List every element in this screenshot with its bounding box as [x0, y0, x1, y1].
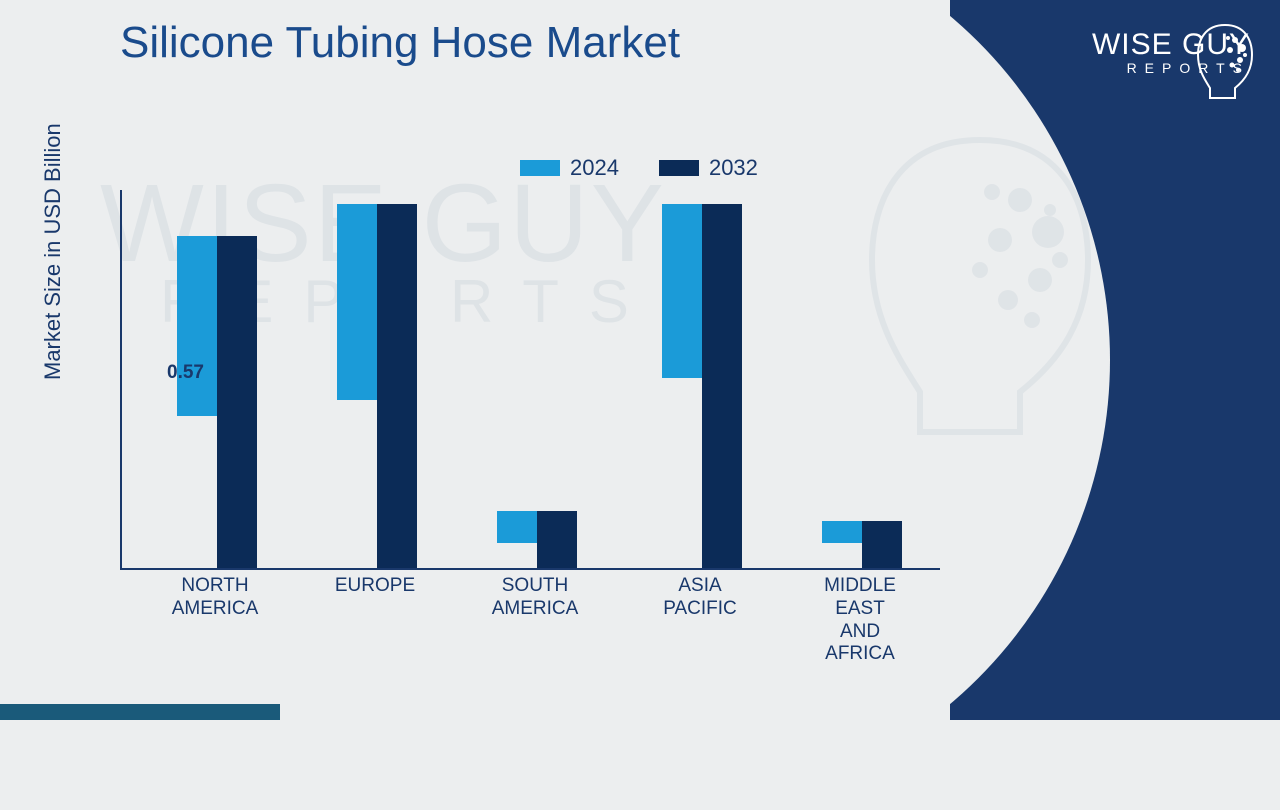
legend-item-2032: 2032 — [659, 155, 758, 181]
bar — [497, 511, 537, 543]
brand-logo: WISE GUY REPORTS — [1092, 28, 1250, 76]
legend: 2024 2032 — [520, 155, 758, 181]
bar — [177, 236, 217, 417]
bar — [377, 204, 417, 568]
x-axis-label: MIDDLEEASTANDAFRICA — [790, 575, 930, 666]
bar-group: 0.57 — [147, 236, 287, 569]
chart-title: Silicone Tubing Hose Market — [120, 18, 680, 68]
plot-area: 0.57 — [120, 190, 940, 570]
chart-area: Market Size in USD Billion 2024 2032 0.5… — [50, 160, 950, 690]
bar — [662, 204, 702, 378]
legend-swatch-2032 — [659, 160, 699, 176]
bar — [702, 204, 742, 568]
bar — [337, 204, 377, 400]
bar — [217, 236, 257, 569]
bar-group — [467, 511, 607, 568]
bar-group — [632, 204, 772, 568]
x-axis-label: EUROPE — [305, 575, 445, 598]
bar — [537, 511, 577, 568]
bar-group — [307, 204, 447, 568]
x-axis-label: NORTHAMERICA — [145, 575, 285, 621]
x-axis-label: ASIAPACIFIC — [630, 575, 770, 621]
y-axis-label: Market Size in USD Billion — [40, 123, 66, 380]
bottom-accent-bar — [0, 704, 280, 720]
bar-value-label: 0.57 — [167, 362, 204, 384]
x-axis-label: SOUTHAMERICA — [465, 575, 605, 621]
legend-label-2024: 2024 — [570, 155, 619, 181]
bar — [862, 521, 902, 569]
bar — [822, 521, 862, 543]
legend-label-2032: 2032 — [709, 155, 758, 181]
legend-item-2024: 2024 — [520, 155, 619, 181]
brand-sub: REPORTS — [1092, 60, 1250, 76]
bar-group — [792, 521, 932, 569]
brand-main: WISE GUY — [1092, 28, 1250, 62]
legend-swatch-2024 — [520, 160, 560, 176]
